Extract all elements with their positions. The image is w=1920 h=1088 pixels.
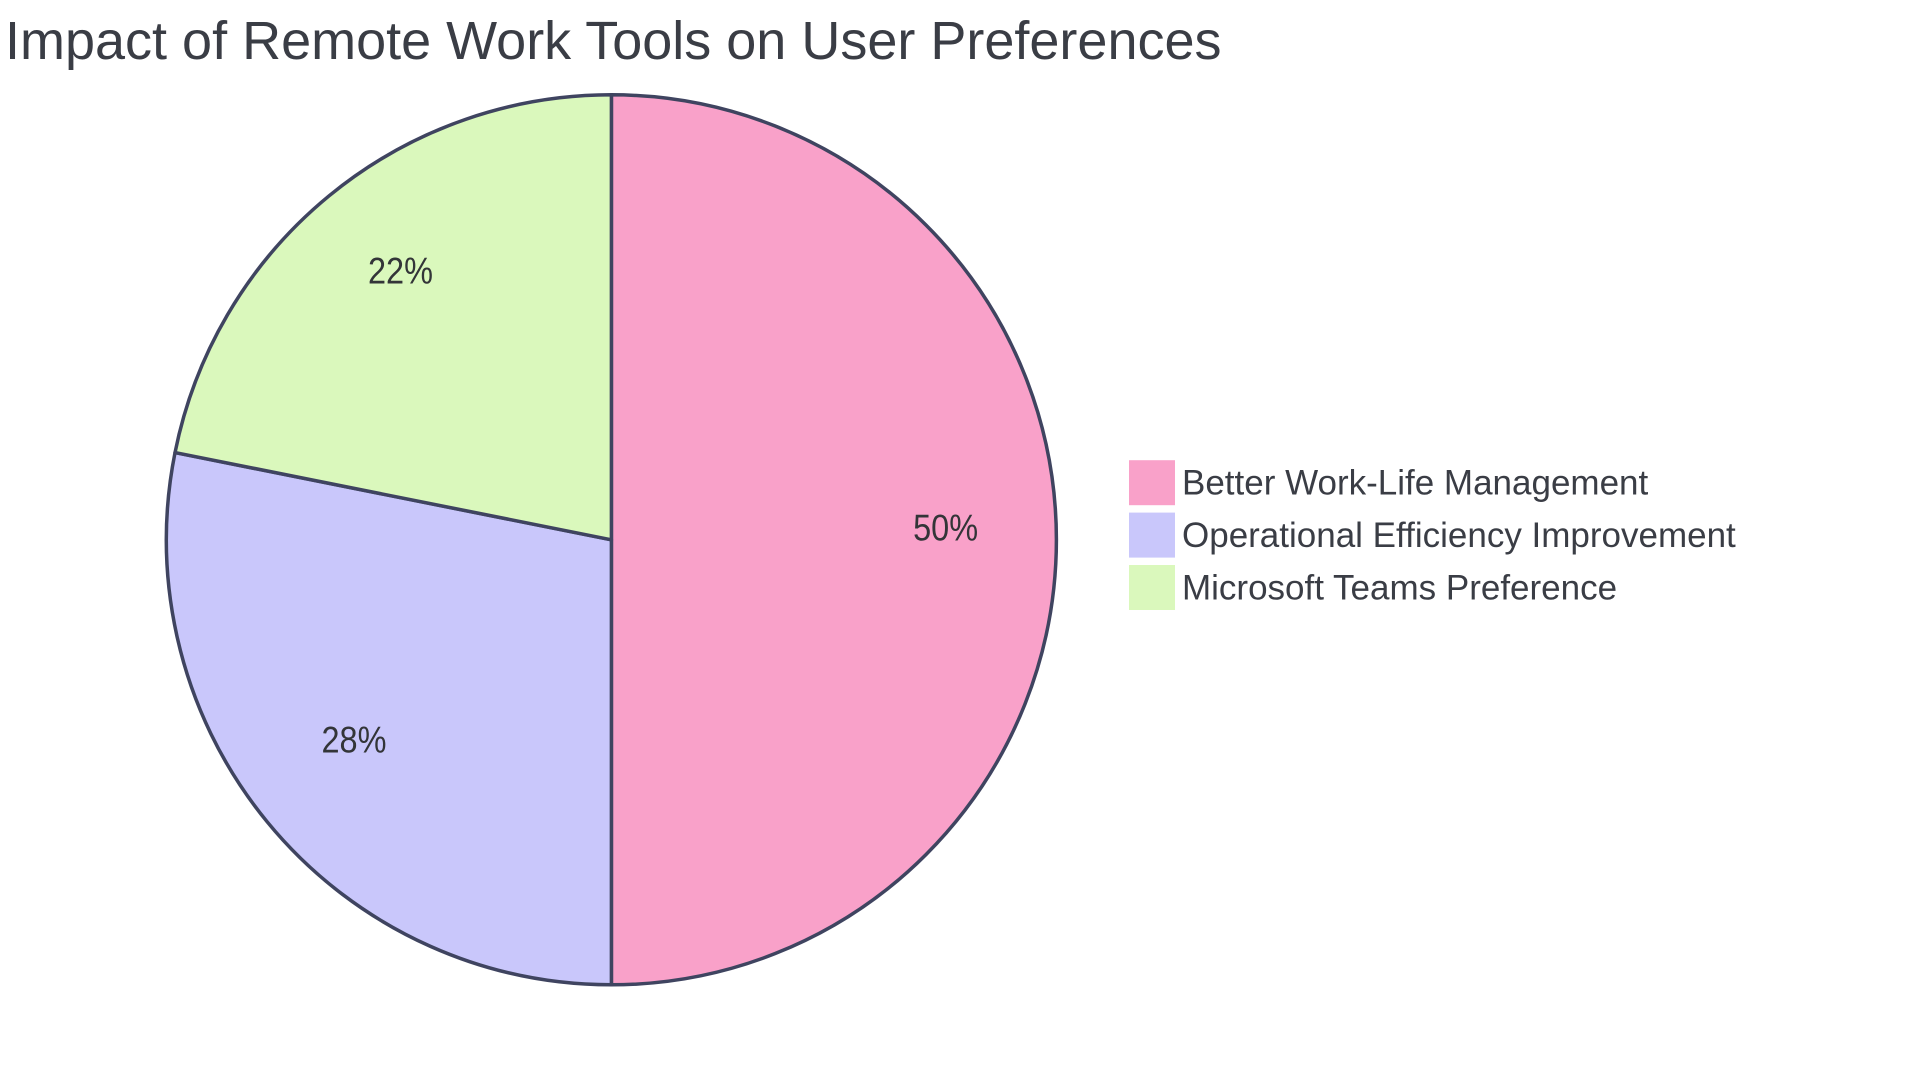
svg-text:Better Work-Life Management: Better Work-Life Management bbox=[1182, 464, 1649, 503]
svg-text:22%: 22% bbox=[368, 251, 433, 292]
svg-text:50%: 50% bbox=[913, 508, 978, 549]
svg-text:Impact of Remote Work Tools on: Impact of Remote Work Tools on User Pref… bbox=[5, 11, 1222, 71]
svg-text:Microsoft Teams Preference: Microsoft Teams Preference bbox=[1182, 569, 1617, 608]
svg-text:28%: 28% bbox=[322, 720, 387, 761]
svg-text:Operational Efficiency Improve: Operational Efficiency Improvement bbox=[1182, 516, 1736, 555]
